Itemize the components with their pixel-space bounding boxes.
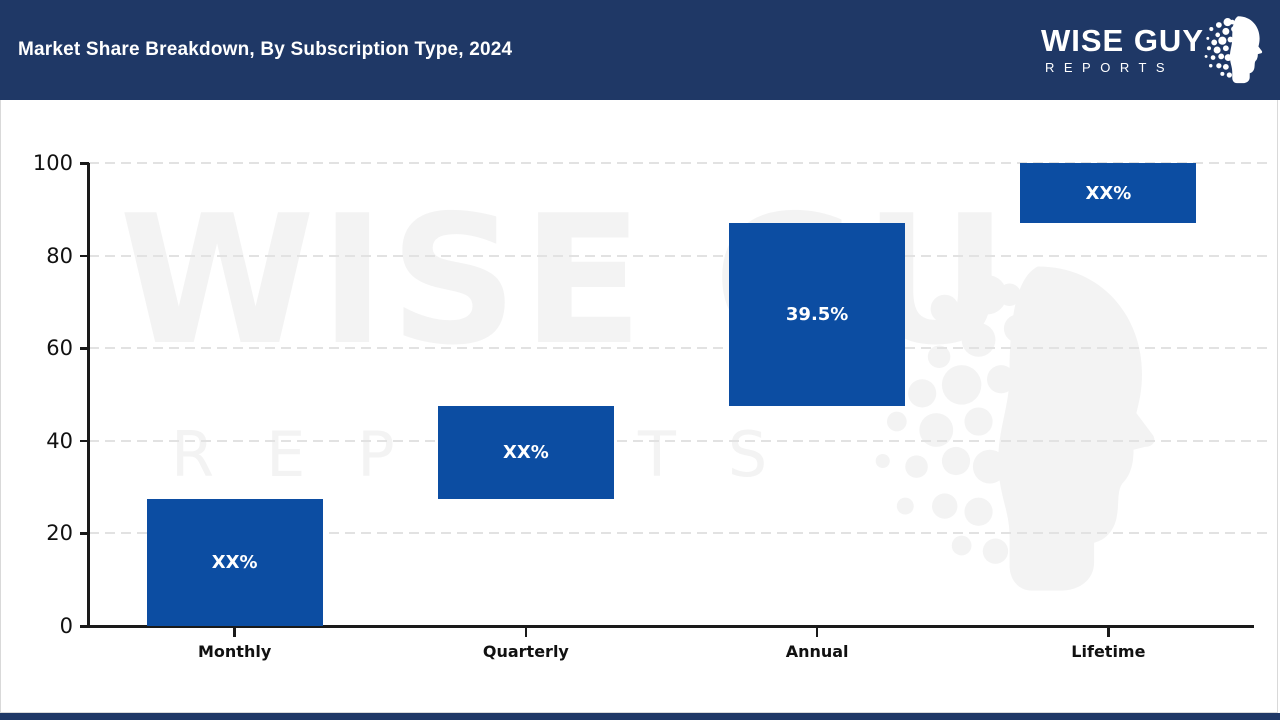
bar-value-label: XX% <box>211 551 258 573</box>
x-tick-mark <box>1107 627 1110 637</box>
y-tick-mark <box>80 625 89 628</box>
x-tick-label-monthly: Monthly <box>197 642 272 661</box>
y-tick-label: 60 <box>46 336 73 361</box>
y-tick-label: 20 <box>46 521 73 546</box>
logo-head-icon <box>1204 16 1263 84</box>
y-axis-line <box>87 163 90 628</box>
gridline <box>89 347 1271 350</box>
bar-lifetime: XX% <box>1020 163 1197 224</box>
plot-area: 0 20 40 60 80 100 XX% Monthly XX% Quarterly 39.5% A… <box>1 100 1277 712</box>
y-tick-label: 40 <box>46 428 73 453</box>
footer-bar <box>0 713 1280 720</box>
bar-annual: 39.5% <box>729 223 906 407</box>
logo-line1: WISE GUY <box>1040 23 1204 58</box>
x-tick-mark <box>233 627 236 637</box>
bar-quarterly: XX% <box>437 406 614 499</box>
chart-area: WISE GU REPORTS 020406080100XX%MonthlyXX… <box>0 100 1278 713</box>
gridline <box>89 439 1271 442</box>
y-tick-mark <box>80 254 89 258</box>
x-axis-line <box>87 624 1254 628</box>
x-tick-label-lifetime: Lifetime <box>1071 642 1146 661</box>
x-tick-label-annual: Annual <box>785 642 849 661</box>
logo-wordmark: WISE GUY REPORTS <box>1040 23 1204 76</box>
y-tick-mark <box>80 532 89 535</box>
logo-line2: REPORTS <box>1044 60 1175 75</box>
y-tick-label: 80 <box>46 243 73 268</box>
x-tick-mark <box>524 627 528 637</box>
gridline <box>89 254 1271 257</box>
y-tick-mark <box>80 439 89 443</box>
x-tick-label-quarterly: Quarterly <box>482 642 569 661</box>
header-bar: Market Share Breakdown, By Subscription … <box>0 0 1280 100</box>
y-tick-mark <box>80 347 89 350</box>
y-tick-label: 0 <box>59 614 73 638</box>
gridline <box>89 532 1271 535</box>
x-tick-mark <box>815 627 819 637</box>
bar-value-label: XX% <box>1085 182 1132 204</box>
gridline <box>89 162 1271 164</box>
bar-value-label: 39.5% <box>785 304 849 326</box>
wiseguy-logo: WISE GUY REPORTS <box>1041 15 1266 85</box>
bar-value-label: XX% <box>502 441 549 463</box>
chart-title: Market Share Breakdown, By Subscription … <box>18 39 513 60</box>
y-tick-label: 100 <box>32 151 73 175</box>
bar-monthly: XX% <box>146 498 323 626</box>
y-tick-mark <box>80 162 89 165</box>
